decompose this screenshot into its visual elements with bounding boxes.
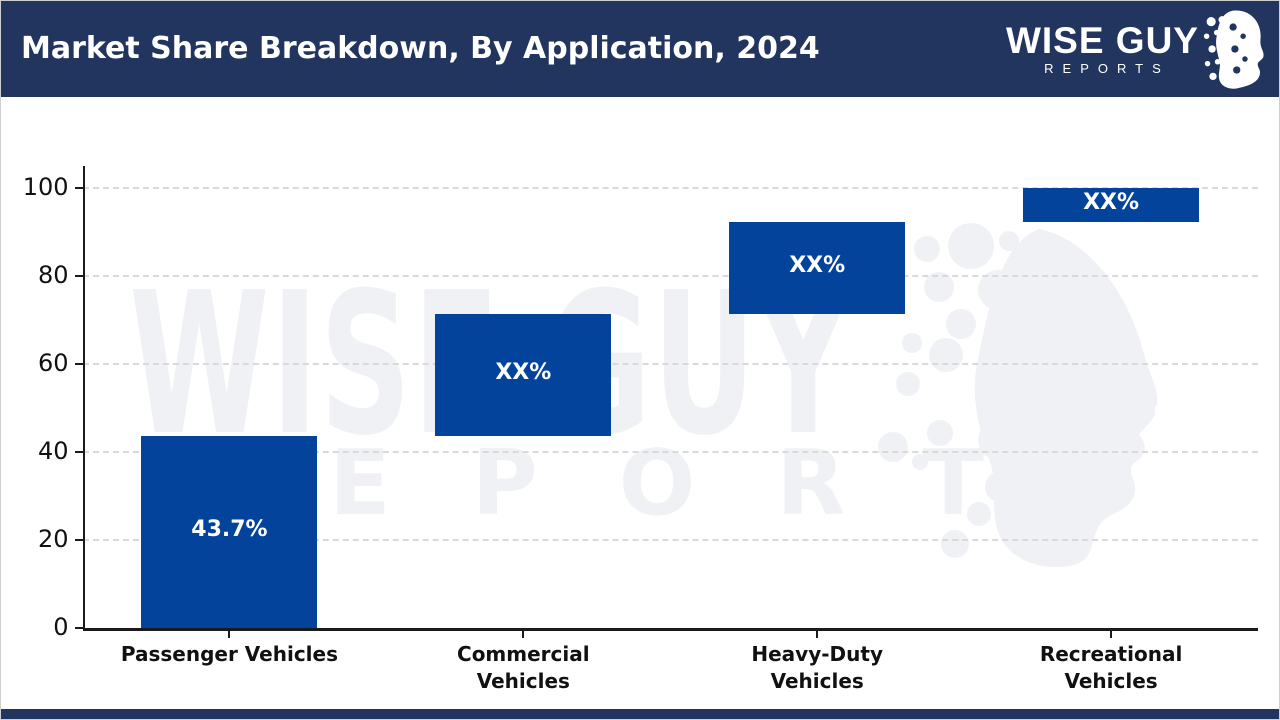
logo-sub-text: REPORTS [1044, 61, 1170, 76]
y-tick-label: 40 [37, 437, 69, 465]
gridline-20 [82, 539, 1258, 541]
bar-value-label: XX% [495, 359, 552, 385]
x-category-label-line: Vehicles [1064, 669, 1158, 693]
y-tick-label: 60 [37, 349, 69, 377]
logo-text: WISE GUY REPORTS [1006, 21, 1199, 77]
y-tick-label: 80 [37, 261, 69, 289]
y-tick-label: 20 [37, 525, 69, 553]
y-tick-label: 0 [53, 613, 69, 641]
x-category-label-line: Recreational [1039, 642, 1183, 666]
bar-value-label: 43.7% [191, 516, 268, 542]
bar-value-label: XX% [789, 252, 846, 278]
wise-guy-reports-logo: WISE GUY REPORTS [1006, 7, 1267, 91]
x-category-label: Recreational Vehicles [991, 641, 1231, 695]
x-category-label: Commercial Vehicles [403, 641, 643, 695]
x-tick-mark [1110, 630, 1113, 638]
x-category-label-line: Commercial [457, 642, 590, 666]
y-tick-mark-60 [74, 363, 83, 365]
x-category-label-line: Vehicles [770, 669, 864, 693]
x-tick-mark [816, 630, 819, 638]
bar-segment [729, 221, 906, 314]
y-tick-mark-40 [74, 451, 83, 453]
gridline-100 [82, 187, 1258, 189]
bar-segment [141, 435, 318, 628]
y-tick-mark-0 [74, 627, 83, 629]
bar-value-label: XX% [1083, 189, 1140, 215]
bar-segment [1023, 188, 1200, 222]
y-tick-mark-80 [74, 275, 83, 277]
y-tick-mark-20 [74, 539, 83, 541]
y-tick-mark-100 [74, 187, 83, 189]
footer-bar [1, 709, 1279, 719]
watermark-head-icon [878, 223, 1158, 568]
x-axis-line [82, 628, 1258, 631]
y-tick-label: 100 [22, 173, 69, 201]
logo-name-text: WISE GUY [1005, 20, 1199, 61]
logo-head-icon [1203, 10, 1264, 89]
x-tick-mark [228, 630, 231, 638]
gridline-40 [82, 451, 1258, 453]
x-category-label: Passenger Vehicles [109, 641, 349, 668]
x-category-label: Heavy-Duty Vehicles [697, 641, 937, 695]
y-axis-line [82, 166, 85, 630]
gridline-60 [82, 363, 1258, 365]
x-category-label-line: Heavy-Duty [751, 642, 883, 666]
header-bar: Market Share Breakdown, By Application, … [1, 1, 1279, 97]
chart-title: Market Share Breakdown, By Application, … [21, 31, 820, 66]
x-tick-mark [522, 630, 525, 638]
bar-segment [435, 313, 612, 436]
gridline-80 [82, 275, 1258, 277]
x-category-label-line: Vehicles [476, 669, 570, 693]
x-category-label-line: Passenger Vehicles [120, 642, 339, 666]
